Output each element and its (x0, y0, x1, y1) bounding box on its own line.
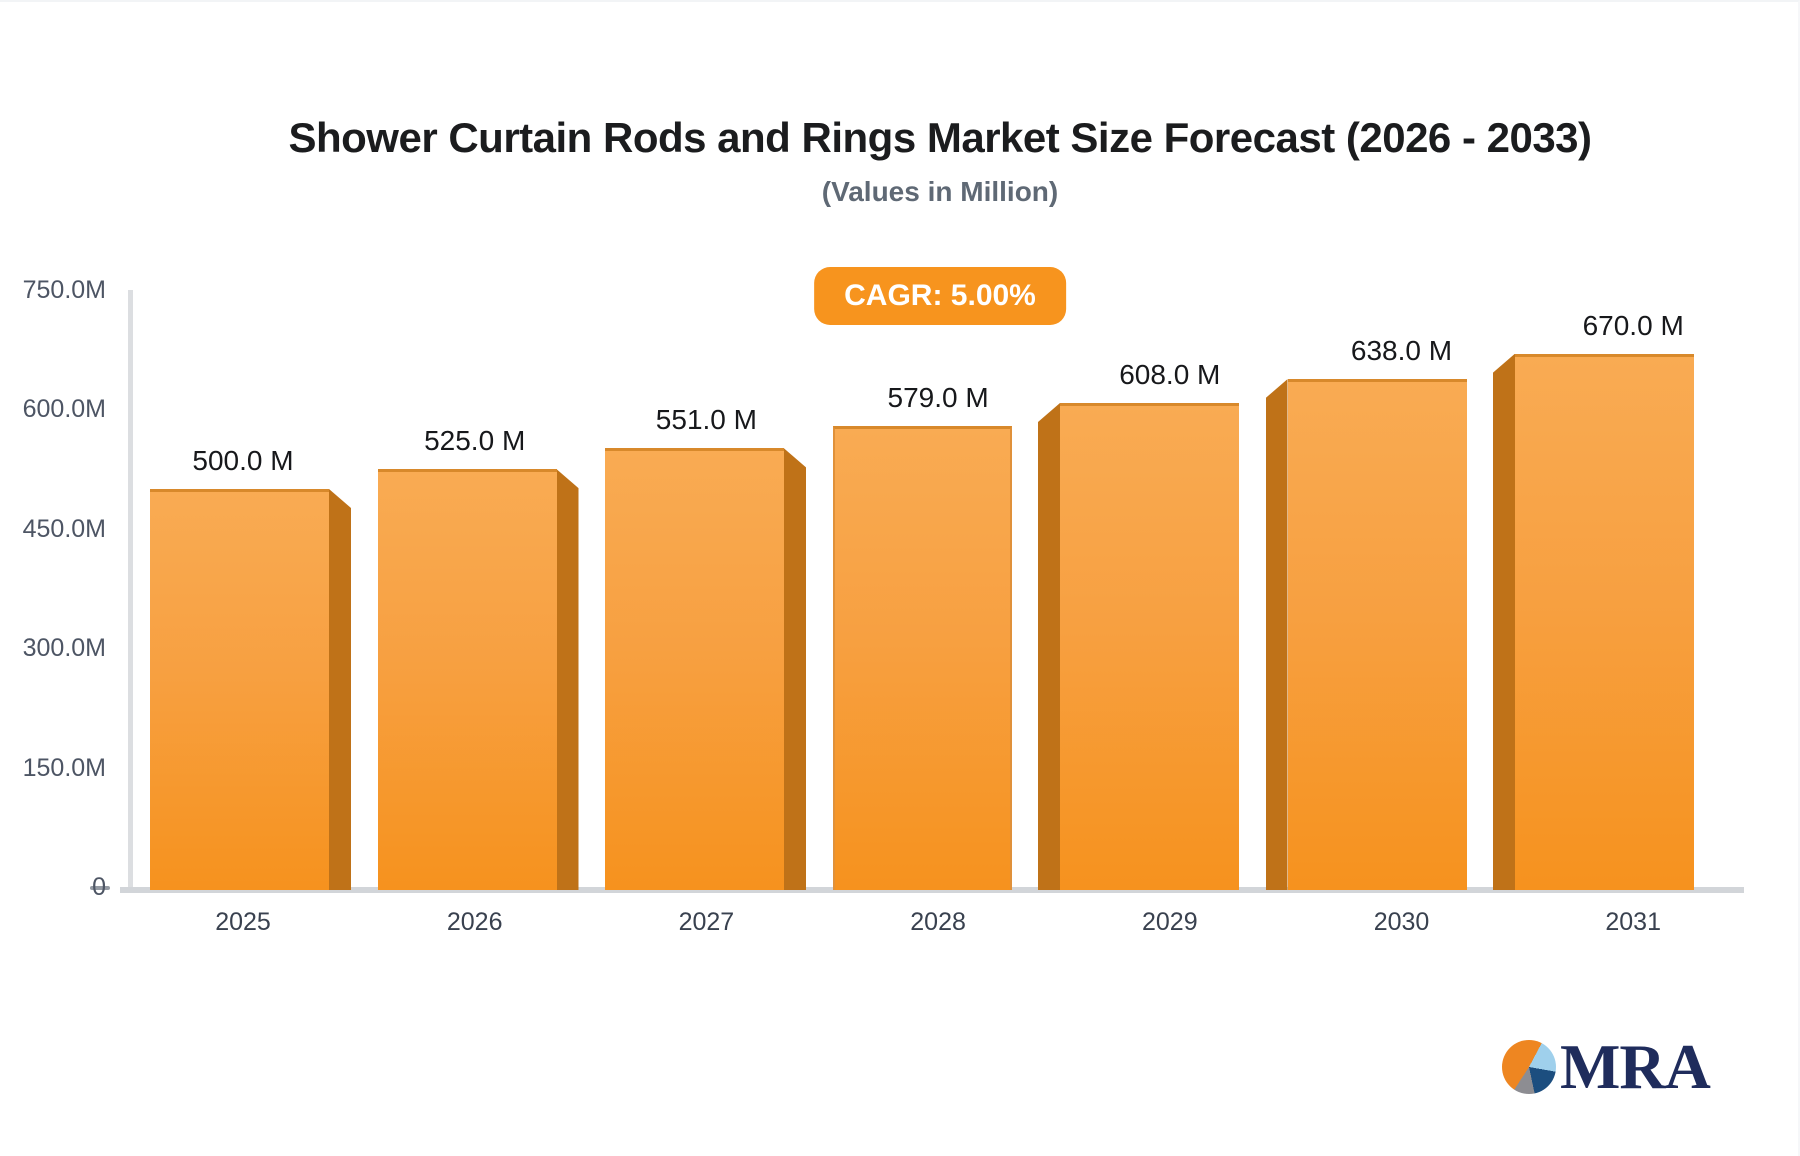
x-tick-label: 2025 (215, 908, 271, 936)
bar-face (1060, 403, 1239, 890)
bar-face (1515, 353, 1694, 890)
x-tick-label: 2031 (1605, 908, 1661, 936)
x-tick-label: 2030 (1373, 908, 1430, 936)
bar-value-label: 579.0 M (887, 382, 989, 414)
bar-side-face (329, 489, 351, 890)
bar-value-label: 500.0 M (192, 445, 294, 476)
bar-face (377, 469, 557, 890)
bar-value-label: 525.0 M (424, 425, 526, 457)
bar-face (605, 448, 784, 890)
zero-tick-dash (90, 886, 110, 890)
logo-pie-icon (1502, 1040, 1556, 1094)
chart-subtitle: (Values in Million) (821, 176, 1059, 207)
x-tick-label: 2028 (910, 908, 966, 936)
bar-value-label: 638.0 M (1350, 335, 1453, 367)
bar-side-face (556, 469, 579, 890)
bar-side-face (784, 448, 806, 890)
bar-value-label: 551.0 M (655, 404, 757, 436)
y-tick-label: 600.0M (22, 395, 106, 424)
mra-logo: MRA (1502, 1031, 1711, 1102)
x-tick-label: 2029 (1141, 908, 1198, 936)
y-tick-label: 150.0M (22, 753, 106, 782)
bar-value-label: 670.0 M (1582, 309, 1684, 341)
bar-side-face (1038, 403, 1060, 890)
y-tick-label: 300.0M (22, 634, 106, 663)
cagr-badge: CAGR: 5.00% (814, 267, 1066, 325)
y-tick-label: 0 (92, 873, 106, 901)
bar-side-face (1265, 379, 1288, 890)
bar-face (150, 489, 329, 890)
logo-text: MRA (1560, 1031, 1711, 1102)
x-axis-line (120, 887, 1744, 893)
chart-title: Shower Curtain Rods and Rings Market Siz… (288, 114, 1592, 161)
bar-value-label: 608.0 M (1119, 359, 1221, 391)
bar-face (832, 426, 1012, 890)
x-tick-label: 2026 (446, 908, 503, 936)
y-tick-label: 750.0M (22, 276, 106, 304)
y-axis-line (128, 290, 133, 891)
x-tick-label: 2027 (678, 908, 735, 936)
bar-side-face (1493, 353, 1515, 890)
bar-face (1287, 379, 1467, 890)
y-tick-label: 450.0M (22, 514, 106, 543)
